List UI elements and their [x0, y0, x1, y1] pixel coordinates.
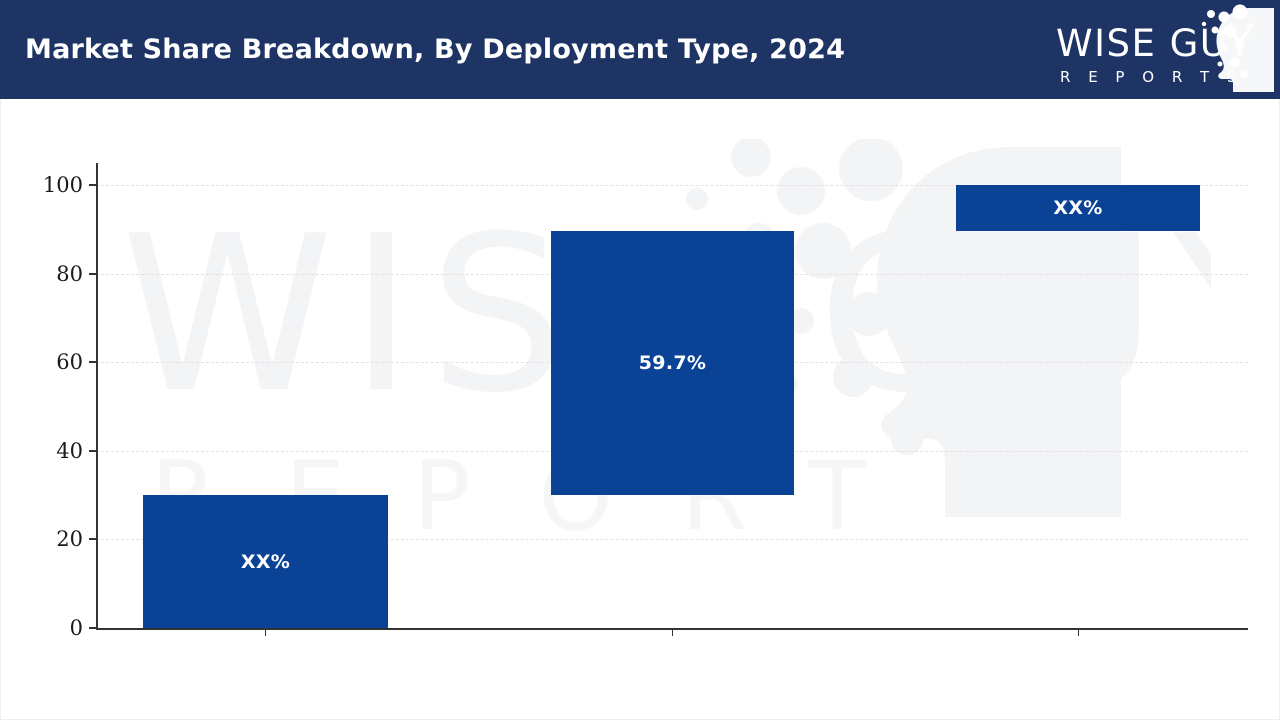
bar-hybrid[interactable]: XX%	[956, 185, 1200, 231]
y-tick-mark-0	[89, 627, 96, 629]
brand-logo: WISE GUY R E P O R T S	[1044, 0, 1274, 99]
x-tick-mark-cloud-based	[672, 628, 673, 636]
y-axis-line	[96, 163, 98, 628]
y-tick-mark-80	[89, 272, 96, 275]
y-tick-mark-20	[89, 538, 96, 541]
chart-figure: WISE GUY REPORT	[0, 99, 1280, 720]
y-tick-label-40: 40	[56, 438, 83, 463]
plot-area: XX% 59.7% XX%	[96, 163, 1248, 628]
y-tick-label-60: 60	[56, 350, 83, 375]
bar-label-on-premises: XX%	[240, 550, 291, 573]
y-tick-label-80: 80	[56, 261, 83, 286]
page-header: Market Share Breakdown, By Deployment Ty…	[0, 0, 1280, 99]
bar-label-hybrid: XX%	[1053, 196, 1103, 219]
y-tick-label-20: 20	[56, 527, 83, 552]
x-tick-mark-hybrid	[1078, 628, 1079, 636]
y-tick-mark-60	[89, 361, 96, 364]
bar-on-premises[interactable]: XX%	[143, 495, 388, 628]
gridline-20	[96, 539, 1248, 541]
y-tick-label-0: 0	[69, 616, 83, 640]
svg-text:R E P O R T S: R E P O R T S	[1060, 68, 1243, 86]
wise-guy-reports-logo-icon: WISE GUY R E P O R T S	[1056, 4, 1274, 92]
y-tick-mark-100	[89, 184, 96, 187]
x-tick-mark-on-premises	[265, 628, 266, 636]
gridline-100	[96, 185, 1248, 187]
y-tick-label-100: 100	[42, 173, 83, 198]
bar-cloud-based[interactable]: 59.7%	[551, 230, 794, 496]
bar-label-cloud-based: 59.7%	[638, 351, 707, 374]
y-tick-mark-40	[89, 449, 96, 452]
page-title: Market Share Breakdown, By Deployment Ty…	[25, 34, 846, 65]
